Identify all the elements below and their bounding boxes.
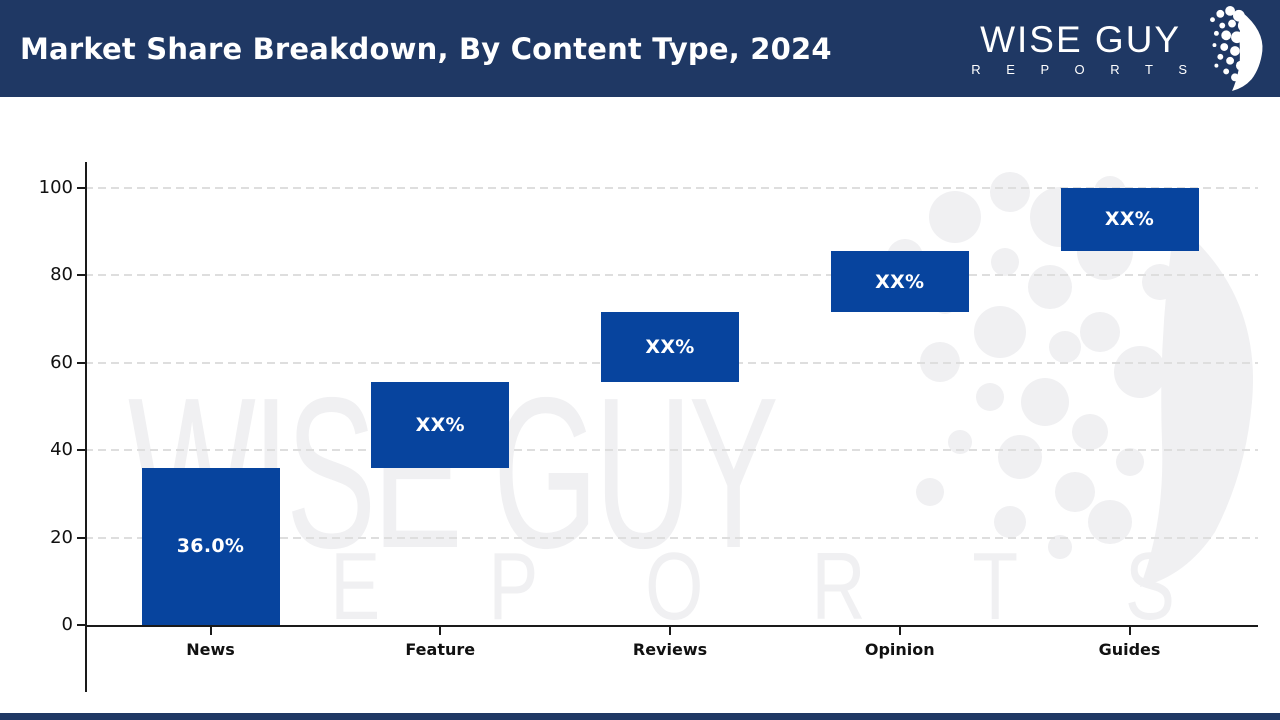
gridline-y80 <box>85 274 1258 276</box>
y-tick-label-40: 40 <box>50 439 73 460</box>
x-category-label-news: News <box>186 640 235 659</box>
x-category-label-feature: Feature <box>405 640 476 659</box>
wiseguy-logo: WISE GUY R E P O R T S <box>963 6 1266 92</box>
chart-area: WISE GUY R E P O R T S 0 20 40 60 80 100 36.0%… <box>0 97 1280 713</box>
x-axis-line <box>85 625 1258 627</box>
bar-value-label-opinion: XX% <box>875 270 925 293</box>
logo-head-icon <box>1210 6 1263 92</box>
x-tick-mark-opinion <box>898 627 901 635</box>
y-tick-mark-100 <box>77 186 85 189</box>
bar-guides: XX% <box>1060 187 1199 251</box>
bar-feature: XX% <box>371 382 510 468</box>
y-tick-label-100: 100 <box>38 176 73 198</box>
x-tick-mark-feature <box>439 627 442 635</box>
logo-wordmark: WISE GUY R E P O R T S <box>963 19 1198 77</box>
y-tick-mark-40 <box>77 449 85 451</box>
y-tick-mark-20 <box>77 536 85 539</box>
y-tick-label-0: 0 <box>61 614 73 635</box>
y-tick-label-60: 60 <box>50 351 73 373</box>
y-tick-label-20: 20 <box>50 526 73 548</box>
bar-reviews: XX% <box>601 312 739 383</box>
x-tick-mark-news <box>209 627 212 635</box>
x-category-label-guides: Guides <box>1098 640 1161 659</box>
bar-value-label-feature: XX% <box>415 413 465 436</box>
page-title: Market Share Breakdown, By Content Type,… <box>20 31 832 66</box>
gridline-y40 <box>85 449 1258 451</box>
y-tick-label-80: 80 <box>50 264 73 285</box>
x-tick-mark-guides <box>1128 627 1131 635</box>
gridline-y20 <box>85 536 1258 539</box>
y-axis-line <box>85 162 87 692</box>
gridline-y100 <box>85 186 1258 189</box>
header-bar: Market Share Breakdown, By Content Type,… <box>0 0 1280 97</box>
y-tick-mark-80 <box>77 274 85 276</box>
bar-value-label-guides: XX% <box>1104 208 1155 231</box>
logo-wordmark-line2: R E P O R T S <box>971 61 1198 77</box>
x-category-label-reviews: Reviews <box>632 640 708 659</box>
watermark-subtitle: R E P O R T S <box>168 533 1219 640</box>
y-tick-mark-60 <box>77 361 85 364</box>
x-category-label-opinion: Opinion <box>864 640 935 659</box>
y-tick-mark-0 <box>77 624 85 626</box>
bar-opinion: XX% <box>830 250 969 313</box>
x-tick-mark-reviews <box>669 627 671 635</box>
footer-bar <box>0 713 1280 720</box>
bar-value-label-news: 36.0% <box>176 535 245 558</box>
bar-news: 36.0% <box>141 467 280 625</box>
logo-wordmark-line1: WISE GUY <box>980 19 1182 61</box>
bar-value-label-reviews: XX% <box>645 336 695 359</box>
